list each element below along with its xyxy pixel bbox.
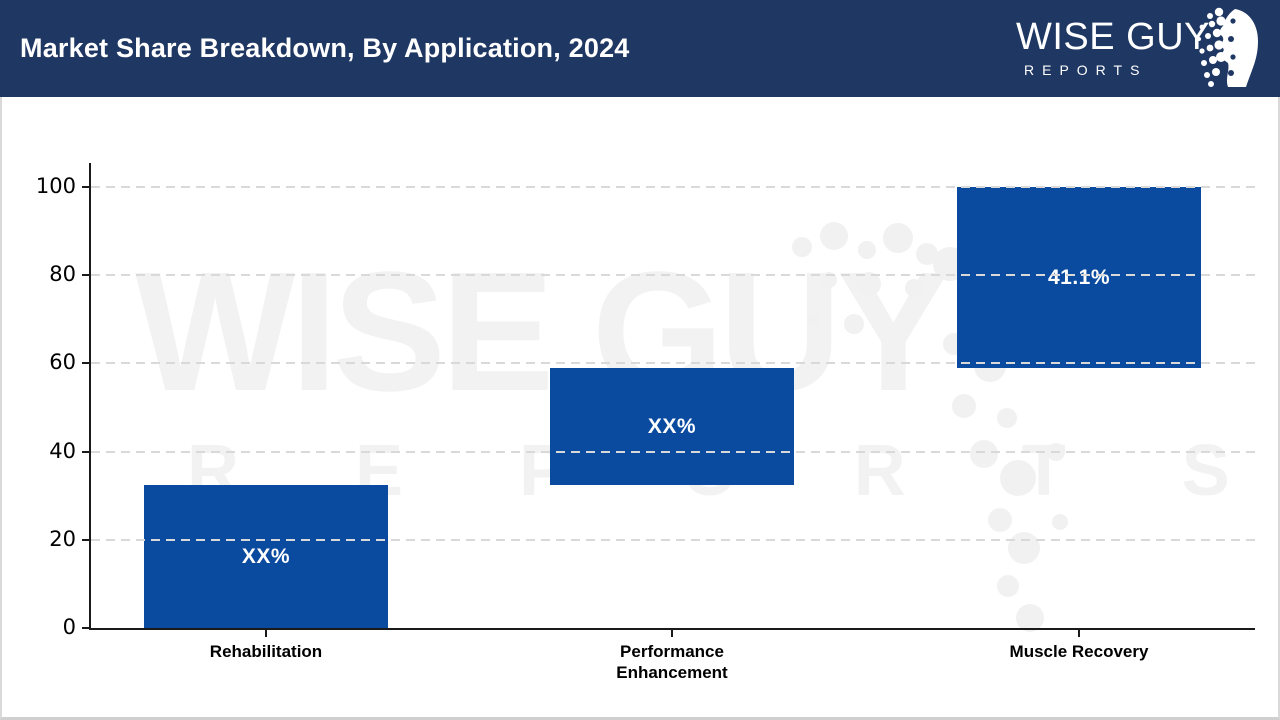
y-tick-label: 80 [49,262,76,287]
y-tick-label: 0 [62,615,76,639]
y-gridline [91,362,1255,365]
y-tick-mark [82,186,91,188]
wise-guy-logo-graphic: WISE GUY REPORTS [1016,7,1258,87]
y-gridline [91,274,1255,277]
y-tick-mark [82,627,91,629]
x-category-label: Rehabilitation [209,642,323,661]
y-gridline [91,450,1255,453]
x-tick-mark [1078,628,1080,637]
logo-subtitle: REPORTS [1024,62,1147,78]
face-profile-icon [1219,8,1258,87]
face-inner-dots [1228,17,1236,76]
x-tick-mark [265,628,267,637]
y-tick-label: 100 [35,174,76,198]
logo-wordmark: WISE GUY [1016,16,1210,58]
x-axis-line [89,628,1255,630]
header-bar: Market Share Breakdown, By Application, … [0,0,1280,97]
y-tick-mark [82,274,91,277]
y-gridline [91,186,1255,188]
y-tick-label: 40 [49,438,76,463]
y-gridline [91,538,1255,541]
bar-value-label: XX% [647,414,697,438]
bar-rehabilitation: XX% [144,485,388,628]
y-tick-mark [82,450,91,453]
y-tick-mark [82,538,91,541]
y-axis-line [89,163,91,630]
bar-value-label: XX% [241,544,291,568]
y-tick-mark [82,362,91,365]
chart-panel: WISE GUY R E P O R T S 020406080100XX%XX… [0,97,1280,720]
face-dots-icon [1197,7,1258,87]
page-title: Market Share Breakdown, By Application, … [20,33,630,63]
y-tick-label: 20 [49,526,76,551]
x-category-label: Muscle Recovery [1009,642,1149,661]
x-category-label: Performance Enhancement [616,642,728,682]
y-tick-label: 60 [49,350,76,375]
bar-value-label: 41.1% [1047,265,1111,289]
bar-performance-enhancement: XX% [550,368,794,486]
x-tick-mark [671,628,673,637]
bar-muscle-recovery: 41.1% [957,187,1201,369]
brand-logo: WISE GUY REPORTS [1014,7,1262,91]
